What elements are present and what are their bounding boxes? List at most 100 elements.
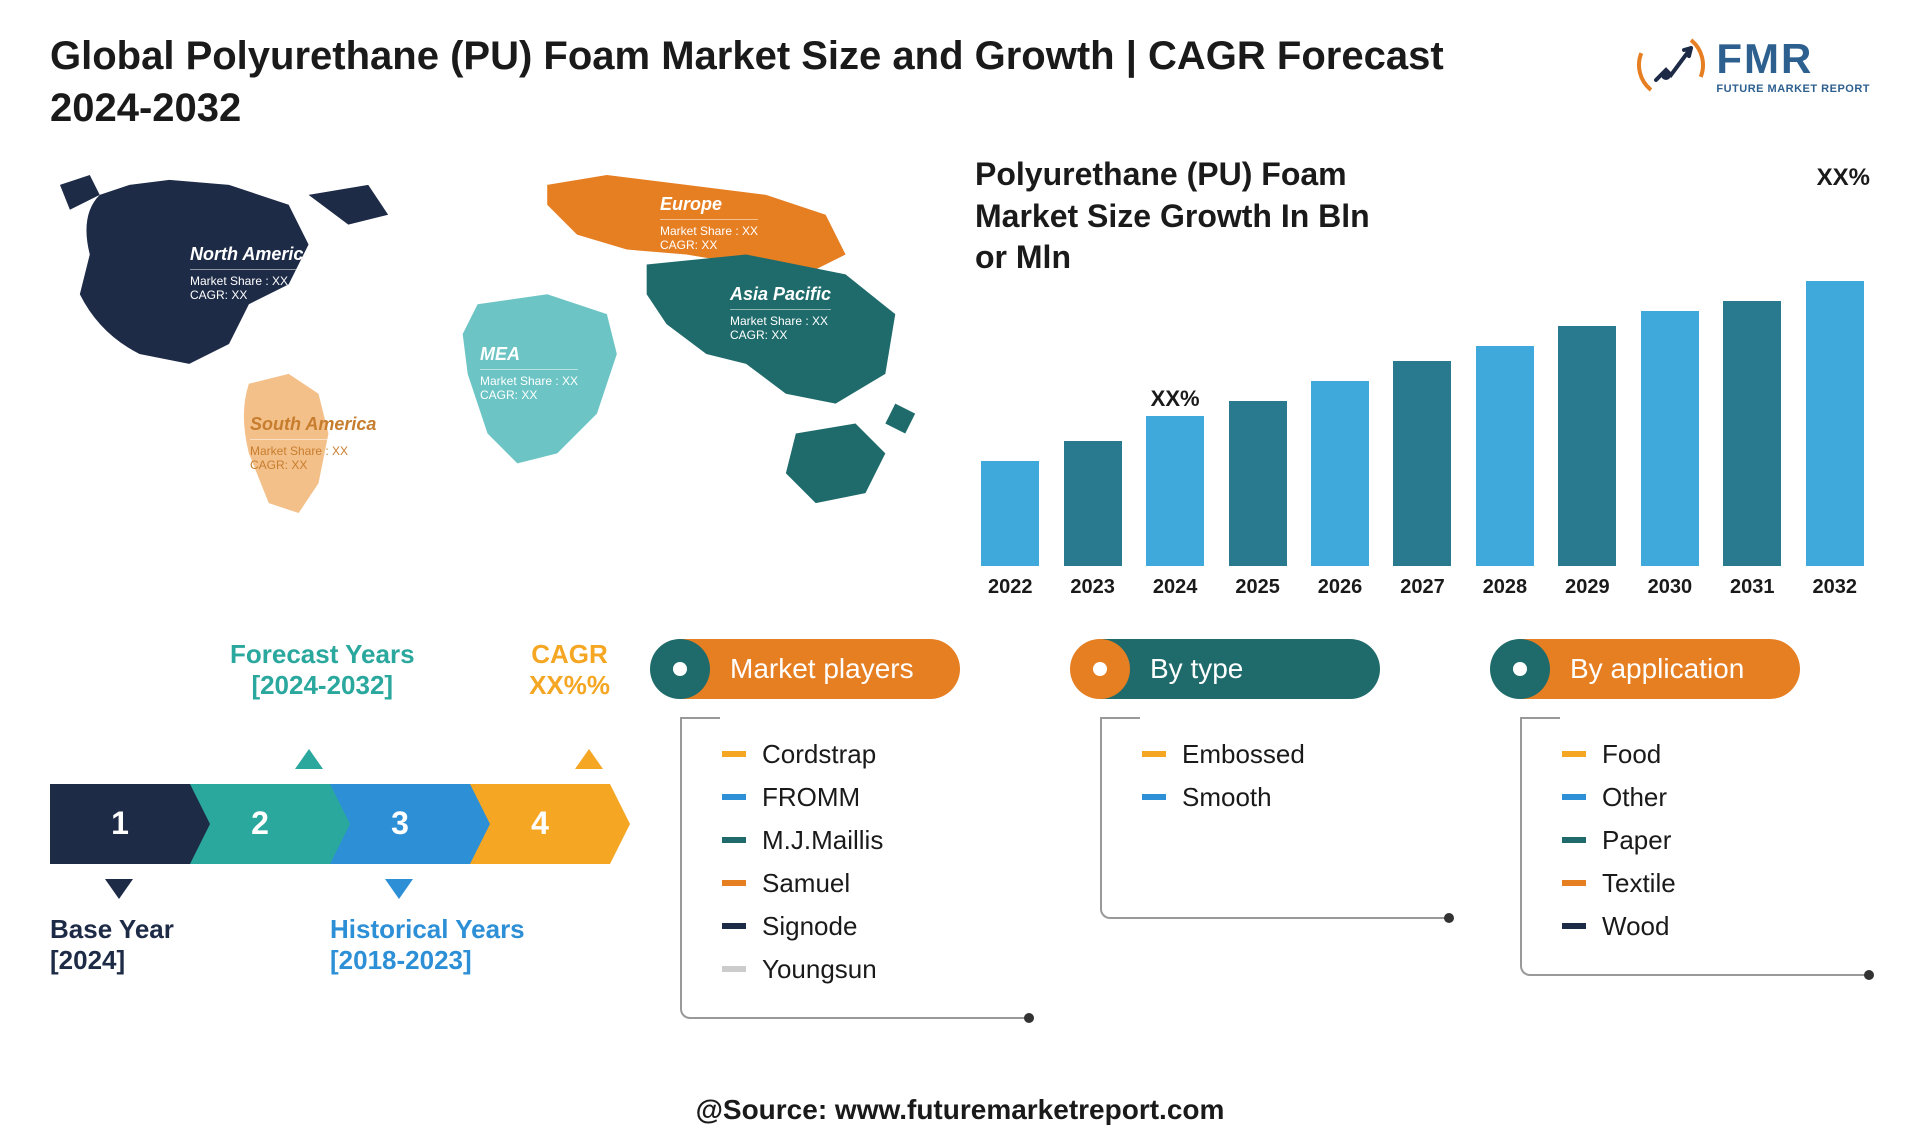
region-label-south-america: South AmericaMarket Share : XXCAGR: XX <box>250 414 376 472</box>
marker-icon <box>1562 880 1586 886</box>
bar-year-label: 2024 <box>1153 576 1198 599</box>
panel-body: Embossed Smooth <box>1100 719 1450 919</box>
bar-year-label: 2030 <box>1648 576 1693 599</box>
bar-2029: 2029 <box>1552 326 1622 599</box>
list-item-label: Textile <box>1602 868 1676 899</box>
bar-year-label: 2027 <box>1400 576 1445 599</box>
bar-year-label: 2025 <box>1235 576 1280 599</box>
marker-icon <box>722 837 746 843</box>
list-item-label: Samuel <box>762 868 850 899</box>
chart-start-annotation: XX% <box>1151 386 1200 412</box>
bar-rect <box>1393 361 1451 566</box>
region-label-north-america: North AmericaMarket Share : XXCAGR: XX <box>190 244 313 302</box>
list-item-label: Smooth <box>1182 782 1272 813</box>
world-map: North AmericaMarket Share : XXCAGR: XX So… <box>50 154 945 534</box>
list-item: Embossed <box>1142 739 1430 770</box>
bar-year-label: 2026 <box>1318 576 1363 599</box>
marker-icon <box>1562 837 1586 843</box>
marker-icon <box>1142 751 1166 757</box>
list-item-label: Signode <box>762 911 857 942</box>
bar-rect <box>1558 326 1616 566</box>
list-item: Other <box>1562 782 1850 813</box>
marker-icon <box>1142 794 1166 800</box>
timeline-step-1: 1 <box>50 784 190 864</box>
triangle-down-icon <box>385 879 413 899</box>
chart-end-annotation: XX% <box>1817 164 1870 192</box>
bar-year-label: 2029 <box>1565 576 1610 599</box>
page-title: Global Polyurethane (PU) Foam Market Siz… <box>50 30 1450 134</box>
panel-body: Food Other Paper Textile Wood <box>1520 719 1870 976</box>
header: Global Polyurethane (PU) Foam Market Siz… <box>50 30 1870 134</box>
base-value: [2024] <box>50 945 125 975</box>
forecast-label: Forecast Years <box>230 639 415 669</box>
source-attribution: @Source: www.futuremarketreport.com <box>696 1094 1225 1126</box>
bar-2024: 2024XX% <box>1140 416 1210 599</box>
bar-chart: Polyurethane (PU) Foam Market Size Growt… <box>975 154 1870 599</box>
marker-icon <box>722 880 746 886</box>
list-item-label: Other <box>1602 782 1667 813</box>
bar-year-label: 2022 <box>988 576 1033 599</box>
bar-rect <box>1229 401 1287 566</box>
list-item: Smooth <box>1142 782 1430 813</box>
marker-icon <box>1562 923 1586 929</box>
chart-bars: 202220232024XX%2025202620272028202920302… <box>975 309 1870 599</box>
region-label-asia-pacific: Asia PacificMarket Share : XXCAGR: XX <box>730 284 831 342</box>
marker-icon <box>722 751 746 757</box>
bar-2026: 2026 <box>1305 381 1375 599</box>
list-item: Food <box>1562 739 1850 770</box>
bar-2022: 2022 <box>975 461 1045 599</box>
list-item-label: Embossed <box>1182 739 1305 770</box>
bar-year-label: 2031 <box>1730 576 1775 599</box>
bar-year-label: 2028 <box>1483 576 1528 599</box>
forecast-range: [2024-2032] <box>251 670 393 700</box>
base-label: Base Year <box>50 914 174 944</box>
region-label-europe: EuropeMarket Share : XXCAGR: XX <box>660 194 758 252</box>
hist-range: [2018-2023] <box>330 945 472 975</box>
list-item-label: M.J.Maillis <box>762 825 883 856</box>
list-item-label: Wood <box>1602 911 1669 942</box>
marker-icon <box>722 794 746 800</box>
bar-rect <box>1476 346 1534 566</box>
timeline-step-2: 2 <box>190 784 330 864</box>
list-item: Signode <box>722 911 1010 942</box>
timeline-step-4: 4 <box>470 784 610 864</box>
bar-2030: 2030 <box>1635 311 1705 599</box>
list-item-label: FROMM <box>762 782 860 813</box>
bar-rect <box>1806 281 1864 566</box>
hist-label: Historical Years <box>330 914 525 944</box>
panel-body: Cordstrap FROMM M.J.Maillis Samuel Signode Yo… <box>680 719 1030 1019</box>
bar-year-label: 2032 <box>1813 576 1858 599</box>
bar-rect <box>1064 441 1122 566</box>
list-item-label: Youngsun <box>762 954 877 985</box>
chart-title: Polyurethane (PU) Foam Market Size Growt… <box>975 154 1375 279</box>
logo: FMR FUTURE MARKET REPORT <box>1636 30 1870 100</box>
cagr-label: CAGR <box>531 639 608 669</box>
triangle-up-icon <box>295 749 323 769</box>
list-item: M.J.Maillis <box>722 825 1010 856</box>
panel-by-type: By typeEmbossedSmooth <box>1070 639 1450 1019</box>
list-item-label: Paper <box>1602 825 1671 856</box>
logo-subtext: FUTURE MARKET REPORT <box>1716 83 1870 95</box>
bar-rect <box>981 461 1039 566</box>
list-item: Paper <box>1562 825 1850 856</box>
bar-rect <box>1723 301 1781 566</box>
bar-2025: 2025 <box>1222 401 1292 599</box>
cagr-value: XX%% <box>529 670 610 700</box>
timeline-step-3: 3 <box>330 784 470 864</box>
marker-icon <box>722 966 746 972</box>
triangle-down-icon <box>105 879 133 899</box>
logo-icon <box>1636 30 1706 100</box>
list-item: FROMM <box>722 782 1010 813</box>
list-item: Cordstrap <box>722 739 1010 770</box>
list-item: Samuel <box>722 868 1010 899</box>
list-item: Wood <box>1562 911 1850 942</box>
list-item: Youngsun <box>722 954 1010 985</box>
logo-text: FMR <box>1716 35 1870 83</box>
list-item: Textile <box>1562 868 1850 899</box>
marker-icon <box>1562 751 1586 757</box>
panel-by-application: By applicationFoodOtherPaperTextileWood <box>1490 639 1870 1019</box>
marker-icon <box>1562 794 1586 800</box>
panel-market-players: Market playersCordstrapFROMMM.J.MaillisS… <box>650 639 1030 1019</box>
bar-2028: 2028 <box>1470 346 1540 599</box>
list-item-label: Food <box>1602 739 1661 770</box>
